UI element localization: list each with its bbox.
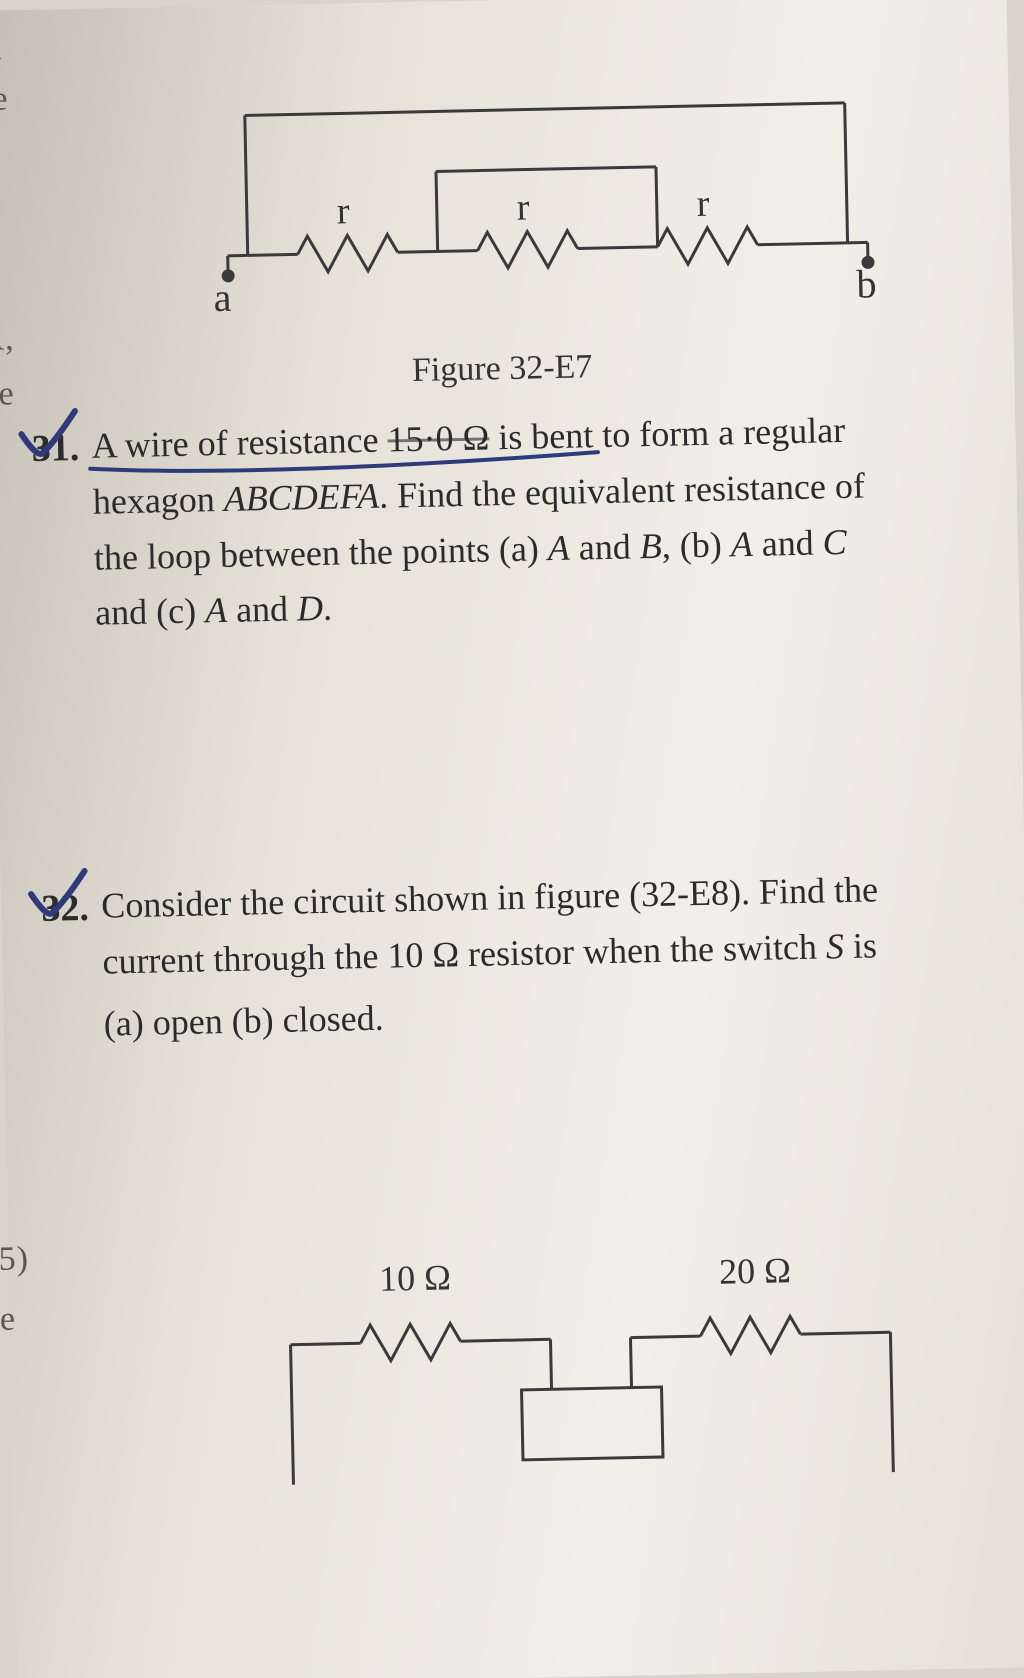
q31-text: the loop between the points (a) bbox=[94, 528, 549, 577]
q31-text: and bbox=[569, 526, 640, 567]
resistor-10ohm-label: 10 Ω bbox=[379, 1256, 452, 1299]
q32-text: current through the 10 Ω resistor when t… bbox=[102, 926, 826, 981]
q32-switch-S: S bbox=[825, 926, 844, 966]
node-a-label: a bbox=[213, 275, 232, 320]
margin-frag: he bbox=[0, 80, 9, 119]
q31-text: and bbox=[752, 522, 823, 563]
q31-pt: A bbox=[547, 527, 570, 567]
pen-tick-icon bbox=[22, 863, 94, 952]
margin-frag: 5) bbox=[0, 1240, 29, 1279]
figure-32-e8-partial: 10 Ω 20 Ω bbox=[188, 1221, 937, 1656]
q31-pt: A bbox=[730, 523, 753, 563]
q31-text: . bbox=[323, 588, 333, 628]
margin-frag: e bbox=[0, 1300, 16, 1338]
circuit-svg: a b r r r bbox=[184, 62, 909, 337]
page: nt he A, ne 5) e bbox=[0, 0, 1024, 1678]
figure-32-e7: a b r r r bbox=[184, 62, 909, 337]
resistor-r2-label: r bbox=[516, 186, 530, 228]
q32-text: is bbox=[843, 925, 877, 966]
q31-text: and bbox=[227, 589, 298, 630]
q31-hexagon-name: ABCDEFA bbox=[223, 476, 379, 519]
q31-pt: D bbox=[297, 588, 324, 629]
margin-frag: nt bbox=[0, 31, 2, 70]
q31-text: hexagon bbox=[92, 479, 224, 522]
resistor-20ohm-label: 20 Ω bbox=[719, 1249, 792, 1292]
q31-pt: A bbox=[205, 590, 228, 630]
figure-caption: Figure 32-E7 bbox=[0, 339, 1014, 398]
problem-number-32: 32. bbox=[41, 879, 90, 939]
q31-pt: C bbox=[822, 522, 847, 562]
problem-31: 31. A wire of resistance 15·0 Ω is bent … bbox=[91, 400, 989, 642]
node-b-label: b bbox=[856, 261, 877, 306]
q31-text: and (c) bbox=[95, 591, 206, 633]
resistor-r1-label: r bbox=[336, 190, 350, 232]
q32-options: (a) open (b) closed. bbox=[103, 977, 998, 1052]
pen-tick-icon bbox=[13, 403, 85, 492]
q31-text: , (b) bbox=[661, 524, 731, 565]
margin-frag: A, bbox=[0, 320, 15, 359]
q32-text: Consider the circuit shown in figure (32… bbox=[101, 869, 879, 925]
problem-32: 32. Consider the circuit shown in figure… bbox=[101, 860, 998, 1052]
resistor-r3-label: r bbox=[696, 183, 710, 225]
q31-pt: B bbox=[639, 525, 662, 565]
circuit-bottom-svg bbox=[188, 1221, 937, 1656]
problem-number-31: 31. bbox=[31, 419, 80, 479]
